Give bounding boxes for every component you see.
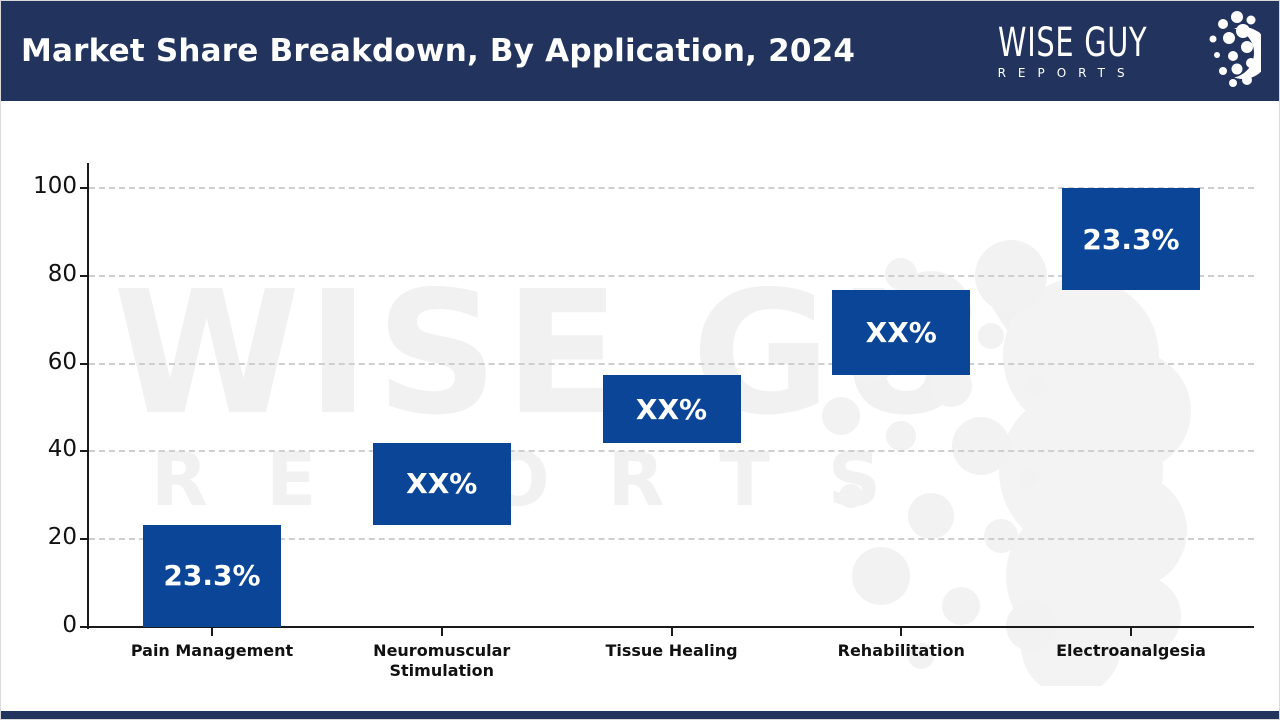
bar-value-label: XX%: [865, 316, 937, 350]
wise-guy-logo: WISE GUY REPORTS: [998, 11, 1261, 91]
y-tick-mark-60: [80, 362, 89, 365]
bar-neuromuscular-stimulation: XX%: [372, 443, 511, 525]
x-tick-mark-tissue-healing: [670, 628, 673, 636]
y-tick-label-0: 0: [62, 612, 77, 638]
x-tick-mark-rehabilitation: [900, 628, 903, 636]
y-tick-label-40: 40: [47, 436, 77, 463]
y-tick-label-20: 20: [47, 524, 77, 551]
bar-value-label: XX%: [635, 392, 708, 426]
y-tick-mark-20: [80, 538, 89, 541]
face-logo-icon: [1207, 11, 1261, 87]
logo-tagline: REPORTS: [997, 65, 1137, 80]
gridline-80: [89, 274, 1254, 277]
bar-tissue-healing: XX%: [602, 375, 741, 444]
x-tick-label-neuromuscular-stimulation: Neuromuscular Stimulation: [373, 641, 511, 681]
gridline-60: [89, 362, 1254, 365]
bar-value-label: XX%: [406, 467, 478, 501]
bar-electroanalgesia: 23.3%: [1062, 188, 1200, 291]
bar-pain-management: 23.3%: [143, 524, 281, 627]
bar-value-label: 23.3%: [163, 559, 261, 593]
x-tick-mark-neuromuscular-stimulation: [440, 628, 443, 636]
watermark-reports-text: REPORTS: [151, 437, 940, 523]
gridline-20: [89, 538, 1254, 541]
x-axis-line: [87, 626, 1254, 628]
x-tick-label-electroanalgesia: Electroanalgesia: [1056, 641, 1206, 660]
y-tick-mark-40: [80, 450, 89, 453]
y-tick-label-80: 80: [47, 260, 77, 287]
logo-name: WISE GUY: [997, 19, 1147, 66]
x-tick-label-tissue-healing: Tissue Healing: [605, 641, 738, 660]
bar-value-label: 23.3%: [1082, 222, 1180, 256]
page-title: Market Share Breakdown, By Application, …: [21, 33, 856, 69]
header-bar: Market Share Breakdown, By Application, …: [1, 1, 1279, 101]
y-tick-label-60: 60: [47, 348, 77, 375]
y-tick-mark-0: [80, 626, 89, 628]
x-tick-mark-electroanalgesia: [1130, 628, 1132, 636]
y-axis-line: [87, 163, 89, 629]
logo-text: WISE GUY REPORTS: [998, 23, 1205, 80]
y-tick-label-100: 100: [33, 173, 77, 199]
y-tick-mark-100: [80, 187, 89, 189]
bar-rehabilitation: XX%: [832, 290, 971, 376]
x-tick-mark-pain-management: [211, 628, 213, 636]
gridline-40: [89, 450, 1254, 453]
footer-bar: [1, 711, 1279, 719]
x-tick-label-pain-management: Pain Management: [130, 641, 294, 660]
y-tick-mark-80: [80, 274, 89, 277]
x-tick-label-rehabilitation: Rehabilitation: [837, 641, 965, 660]
gridline-100: [89, 187, 1254, 189]
